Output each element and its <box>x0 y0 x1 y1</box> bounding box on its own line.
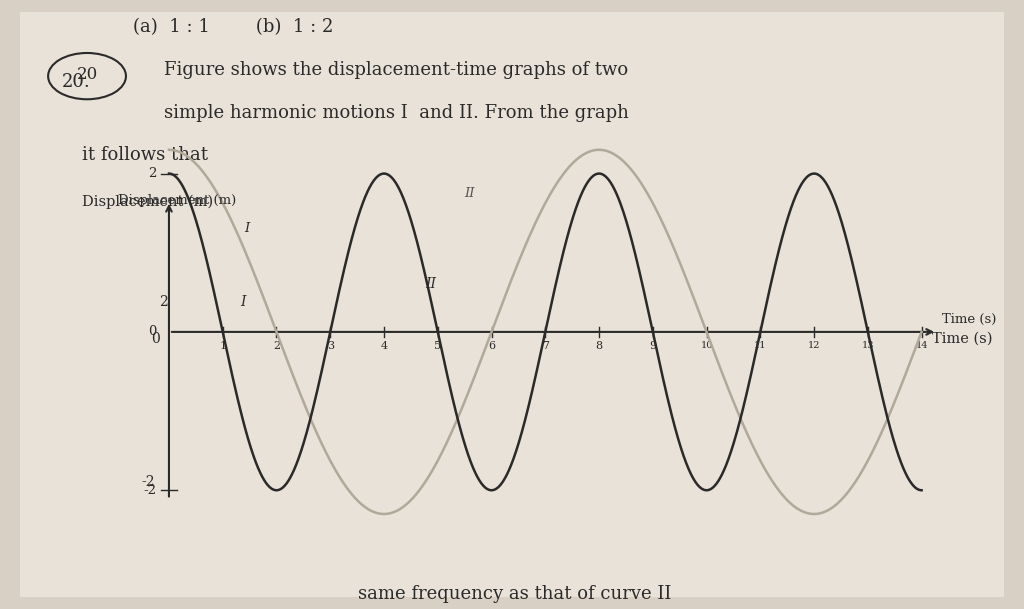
Text: Displacement (m): Displacement (m) <box>118 194 236 207</box>
Text: 0: 0 <box>152 332 161 346</box>
Text: I: I <box>241 295 246 309</box>
Text: 20.: 20. <box>61 73 90 91</box>
Text: 14: 14 <box>915 341 928 350</box>
FancyBboxPatch shape <box>20 12 1004 597</box>
Text: 2: 2 <box>273 341 280 351</box>
Text: 7: 7 <box>542 341 549 351</box>
Text: 4: 4 <box>381 341 387 351</box>
Text: 10: 10 <box>700 341 713 350</box>
Text: -2: -2 <box>143 484 157 497</box>
Text: 20: 20 <box>77 66 97 83</box>
Text: 13: 13 <box>861 341 874 350</box>
Text: II: II <box>425 277 436 291</box>
Text: simple harmonic motions I  and II. From the graph: simple harmonic motions I and II. From t… <box>164 104 629 122</box>
Text: 9: 9 <box>649 341 656 351</box>
Text: (a)  1 : 1        (b)  1 : 2: (a) 1 : 1 (b) 1 : 2 <box>133 18 334 37</box>
Text: 3: 3 <box>327 341 334 351</box>
Text: 11: 11 <box>754 341 767 350</box>
Text: 5: 5 <box>434 341 441 351</box>
Text: 1: 1 <box>219 341 226 351</box>
Text: same frequency as that of curve II: same frequency as that of curve II <box>358 585 672 603</box>
Text: 12: 12 <box>808 341 820 350</box>
Text: Time (s): Time (s) <box>932 332 992 346</box>
Text: Displacement (m): Displacement (m) <box>82 195 213 209</box>
Text: 2: 2 <box>159 295 168 309</box>
Text: Time (s): Time (s) <box>942 313 996 326</box>
Text: 6: 6 <box>488 341 495 351</box>
Text: it follows that: it follows that <box>82 146 208 164</box>
Text: I: I <box>244 222 250 236</box>
Text: 2: 2 <box>148 167 157 180</box>
Text: Figure shows the displacement-time graphs of two: Figure shows the displacement-time graph… <box>164 61 628 79</box>
Text: 8: 8 <box>596 341 602 351</box>
Text: II: II <box>465 187 475 200</box>
Text: 0: 0 <box>148 325 157 339</box>
Text: -2: -2 <box>141 475 155 489</box>
